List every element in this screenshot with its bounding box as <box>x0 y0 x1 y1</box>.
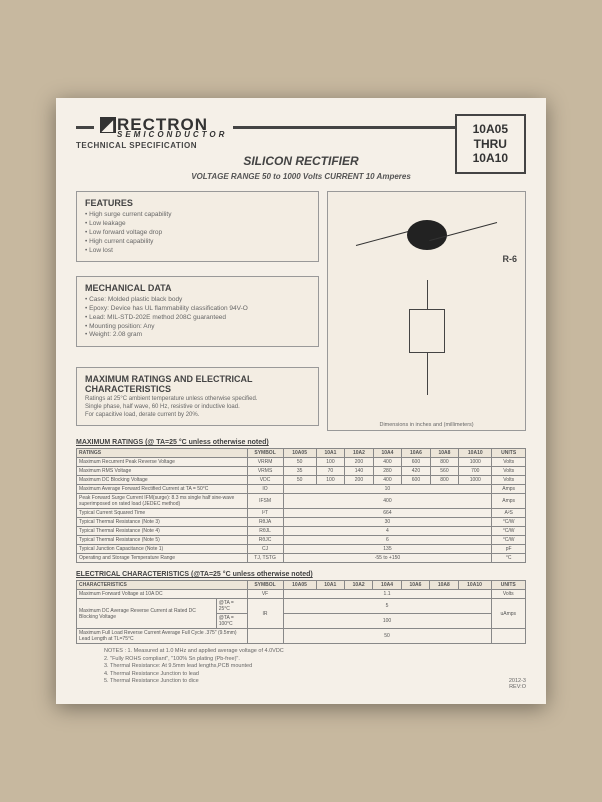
mech-list: Case: Molded plastic black bodyEpoxy: De… <box>85 296 310 340</box>
list-item: Low forward voltage drop <box>85 229 310 238</box>
features-box: FEATURES High surge current capabilityLo… <box>76 191 319 262</box>
list-item: Low lost <box>85 247 310 256</box>
note-item: 4. Thermal Resistance Junction to lead <box>104 671 526 678</box>
part-bot: 10A10 <box>473 151 508 165</box>
list-item: Case: Molded plastic black body <box>85 296 310 305</box>
part-mid: THRU <box>473 137 508 151</box>
max-line-3: For capacitive load, derate current by 2… <box>85 412 310 420</box>
header: ◢ RECTRON SEMICONDUCTOR TECHNICAL SPECIF… <box>76 116 526 181</box>
note-item: 2. "Fully ROHS compliant", "100% Sn plat… <box>104 656 526 663</box>
max-ratings-box: MAXIMUM RATINGS AND ELECTRICAL CHARACTER… <box>76 367 319 426</box>
revision: 2012-3 REV:O <box>509 678 526 690</box>
dimension-drawing <box>336 274 517 422</box>
logo-mark-icon: ◢ <box>100 117 116 133</box>
max-ratings-title: MAXIMUM RATINGS AND ELECTRICAL CHARACTER… <box>85 374 310 394</box>
doc-subtitle: VOLTAGE RANGE 50 to 1000 Volts CURRENT 1… <box>76 172 526 181</box>
datasheet-page: ◢ RECTRON SEMICONDUCTOR TECHNICAL SPECIF… <box>56 98 546 703</box>
max-line-2: Single phase, half wave, 60 Hz, resistiv… <box>85 404 310 412</box>
list-item: Weight: 2.08 gram <box>85 331 310 340</box>
package-figure: R-6 Dimensions in inches and (millimeter… <box>327 191 526 431</box>
elec-table-title: ELECTRICAL CHARACTERISTICS (@TA=25 °C un… <box>76 571 526 578</box>
rule-left <box>76 126 94 129</box>
features-list: High surge current capabilityLow leakage… <box>85 211 310 255</box>
part-number-box: 10A05 THRU 10A10 <box>455 114 526 173</box>
rev-code: REV:O <box>509 684 526 690</box>
list-item: Epoxy: Device has UL flammability classi… <box>85 305 310 314</box>
max-ratings-table: RATINGSSYMBOL10A0510A110A210A410A610A810… <box>76 448 526 563</box>
list-item: Lead: MIL-STD-202E method 208C guarantee… <box>85 314 310 323</box>
logo-subtext: SEMICONDUCTOR <box>117 131 227 139</box>
diode-drawing <box>336 200 517 270</box>
list-item: Mounting position: Any <box>85 323 310 332</box>
rev-date: 2012-3 <box>509 678 526 684</box>
list-item: Low leakage <box>85 220 310 229</box>
max-ratings-table-title: MAXIMUM RATINGS (@ TA=25 °C unless other… <box>76 439 526 446</box>
mechanical-box: MECHANICAL DATA Case: Molded plastic bla… <box>76 276 319 347</box>
list-item: High surge current capability <box>85 211 310 220</box>
list-item: High current capability <box>85 238 310 247</box>
part-top: 10A05 <box>473 122 508 136</box>
features-title: FEATURES <box>85 198 310 208</box>
notes: NOTES : 1. Measured at 1.0 MHz and appli… <box>76 648 526 685</box>
note-item: 5. Thermal Resistance Junction to dice <box>104 678 526 685</box>
logo: ◢ RECTRON SEMICONDUCTOR <box>100 116 227 139</box>
dimension-caption: Dimensions in inches and (millimeters) <box>328 422 525 428</box>
electrical-table: CHARACTERISTICSSYMBOL10A0510A110A210A410… <box>76 580 526 644</box>
note-item: NOTES : 1. Measured at 1.0 MHz and appli… <box>104 648 526 655</box>
note-item: 3. Thermal Resistance: At 9.5mm lead len… <box>104 663 526 670</box>
max-line-1: Ratings at 25°C ambient temperature unle… <box>85 396 310 404</box>
mech-title: MECHANICAL DATA <box>85 283 310 293</box>
